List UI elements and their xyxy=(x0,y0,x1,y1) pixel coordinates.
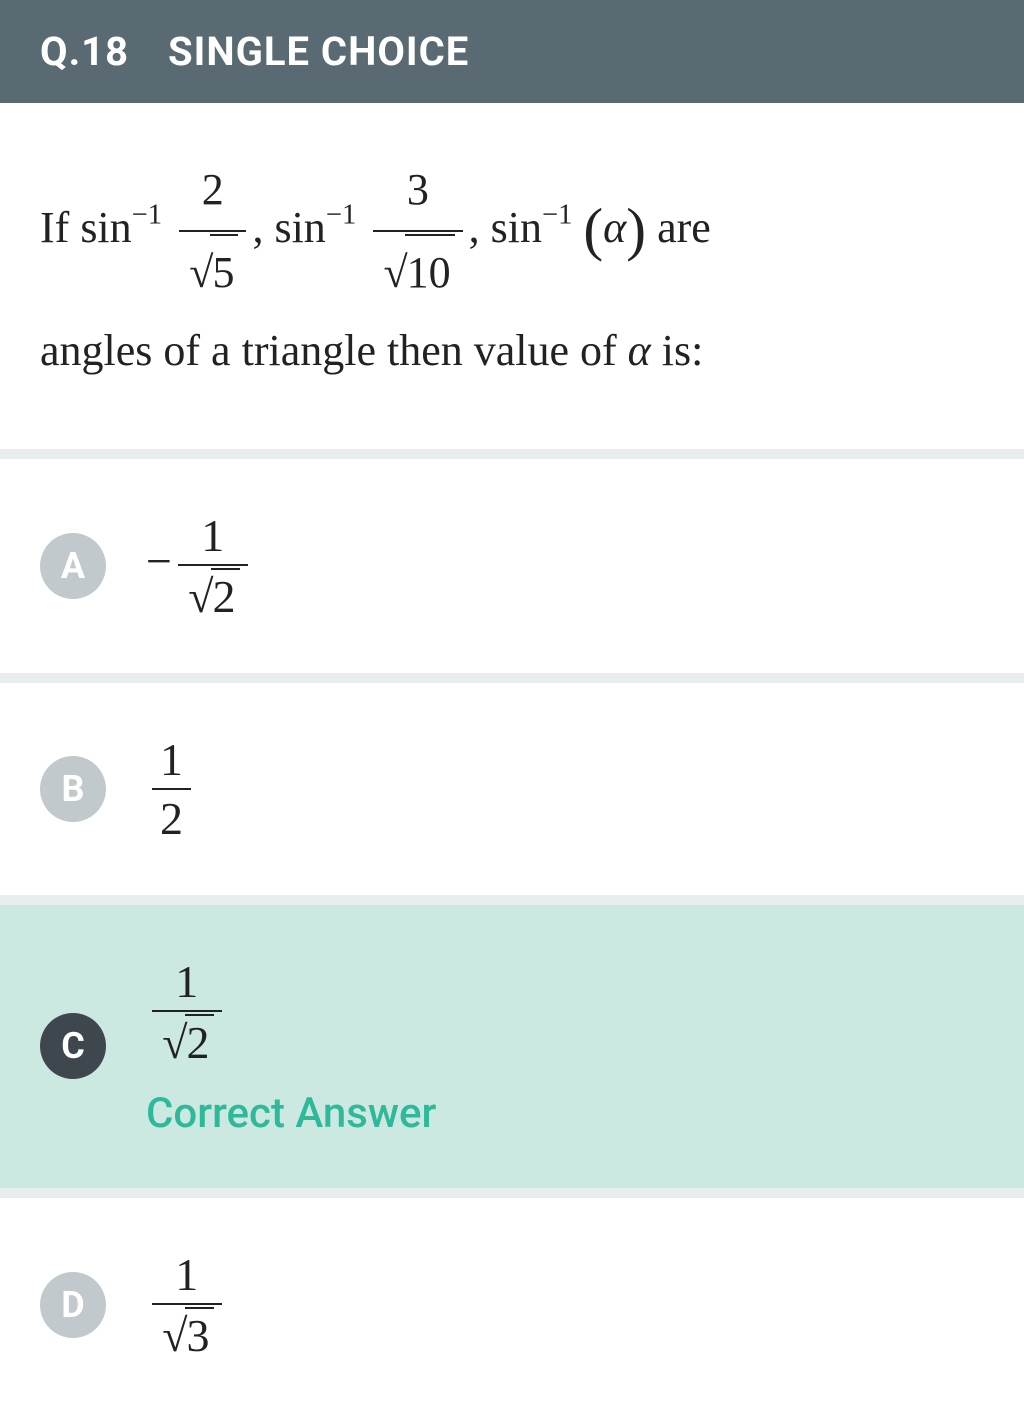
option-d[interactable]: D 1 3 xyxy=(0,1198,1024,1412)
option-a-den: 2 xyxy=(178,564,248,623)
alpha-2: α xyxy=(628,326,651,375)
option-letter-c: C xyxy=(40,1013,106,1079)
question-body: If sin−1 2 5 , sin−1 3 10 , sin−1 (α) ar… xyxy=(0,103,1024,449)
question-text: If sin−1 2 5 , sin−1 3 10 , sin−1 (α) ar… xyxy=(40,153,711,311)
sqrt-2-rad: 10 xyxy=(405,234,455,311)
text-suffix-1: are xyxy=(657,203,711,252)
option-a-content: − 1 2 xyxy=(146,509,254,623)
option-c-num: 1 xyxy=(152,955,222,1010)
sqrt-1-rad: 5 xyxy=(210,234,238,311)
sqrt-1: 5 xyxy=(187,234,238,311)
frac-2: 3 10 xyxy=(373,153,462,311)
sin-exp-1: −1 xyxy=(132,199,162,230)
option-c-content: 1 2 xyxy=(146,955,436,1069)
option-b-den: 2 xyxy=(152,788,191,845)
paren-open: ( xyxy=(583,196,603,262)
option-b[interactable]: B 1 2 xyxy=(0,683,1024,895)
correct-answer-label: Correct Answer xyxy=(146,1089,436,1138)
sep-2: , xyxy=(469,203,491,252)
option-c[interactable]: C 1 2 Correct Answer xyxy=(0,905,1024,1188)
option-c-frac: 1 2 xyxy=(152,955,222,1069)
option-d-body: 1 3 xyxy=(146,1248,228,1362)
option-a-frac: 1 2 xyxy=(178,509,248,623)
sin-exp-3: −1 xyxy=(542,199,572,230)
option-d-frac: 1 3 xyxy=(152,1248,222,1362)
sep-1: , xyxy=(252,203,274,252)
question-text-line2: angles of a triangle then value of α is: xyxy=(40,314,703,389)
option-letter-b: B xyxy=(40,756,106,822)
option-b-frac: 1 2 xyxy=(152,733,191,845)
option-d-den: 3 xyxy=(152,1303,222,1362)
option-c-den: 2 xyxy=(152,1010,222,1069)
question-number: Q.18 xyxy=(40,28,129,75)
option-c-rad: 2 xyxy=(185,1014,214,1069)
sqrt-2: 10 xyxy=(381,234,454,311)
option-b-num: 1 xyxy=(152,733,191,788)
option-letter-d: D xyxy=(40,1272,106,1338)
text-prefix: If xyxy=(40,203,80,252)
text-line2a: angles of a triangle then value of xyxy=(40,326,628,375)
frac-2-den: 10 xyxy=(373,230,462,311)
option-d-content: 1 3 xyxy=(146,1248,228,1362)
option-c-sqrt: 2 xyxy=(160,1014,214,1069)
option-d-num: 1 xyxy=(152,1248,222,1303)
question-header: Q.18 SINGLE CHOICE xyxy=(0,0,1024,103)
sin-fn-3: sin xyxy=(491,203,542,252)
option-a-sqrt: 2 xyxy=(186,568,240,623)
sin-fn-1: sin xyxy=(80,203,131,252)
option-d-rad: 3 xyxy=(185,1307,214,1362)
option-letter-a: A xyxy=(40,533,106,599)
option-a[interactable]: A − 1 2 xyxy=(0,459,1024,673)
option-a-rad: 2 xyxy=(211,568,240,623)
option-a-prefix: − xyxy=(146,535,172,586)
alpha-1: α xyxy=(603,203,626,252)
option-d-sqrt: 3 xyxy=(160,1307,214,1362)
frac-1-num: 2 xyxy=(179,153,246,230)
paren-close: ) xyxy=(626,196,646,262)
option-b-body: 1 2 xyxy=(146,733,197,845)
option-c-body: 1 2 Correct Answer xyxy=(146,955,436,1138)
option-a-num: 1 xyxy=(178,509,248,564)
question-type: SINGLE CHOICE xyxy=(168,28,469,75)
option-a-body: − 1 2 xyxy=(146,509,254,623)
option-b-content: 1 2 xyxy=(146,733,197,845)
sin-exp-2: −1 xyxy=(326,199,356,230)
sin-fn-2: sin xyxy=(274,203,325,252)
frac-1: 2 5 xyxy=(179,153,246,311)
frac-2-num: 3 xyxy=(373,153,462,230)
frac-1-den: 5 xyxy=(179,230,246,311)
text-line2b: is: xyxy=(651,326,704,375)
